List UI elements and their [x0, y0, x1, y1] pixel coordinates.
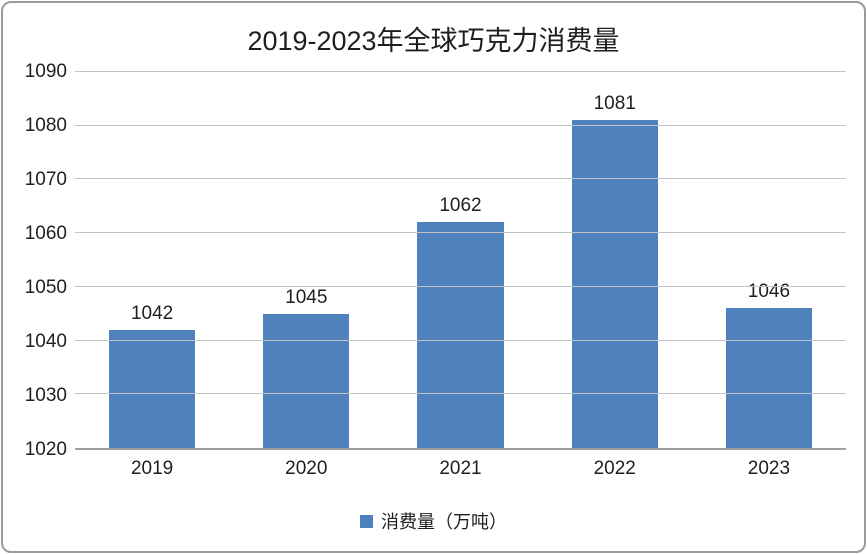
- gridline: [75, 232, 846, 234]
- gridline: [75, 124, 846, 126]
- legend-label: 消费量（万吨）: [381, 512, 507, 532]
- bar-2020[interactable]: 1045: [263, 287, 350, 448]
- y-axis-tick-label: 1070: [24, 169, 67, 190]
- bar-value-label: 1045: [285, 286, 328, 308]
- bar-slot: 1062: [383, 72, 537, 448]
- y-axis-tick-label: 1030: [24, 385, 67, 406]
- legend[interactable]: 消费量（万吨）: [3, 508, 864, 534]
- legend-marker-icon: [360, 514, 373, 528]
- y-axis: 1020 1030 1040 1050 1060 1070 1080 1090: [3, 61, 67, 460]
- bar-value-label: 1046: [747, 281, 791, 303]
- x-axis-tick-label: 2022: [593, 458, 636, 479]
- gridline: [75, 285, 846, 287]
- y-axis-tick-label: 1080: [24, 115, 67, 136]
- y-axis-tick-label: 1090: [24, 61, 67, 82]
- bar-slot: 1046: [692, 72, 846, 448]
- y-axis-tick-label: 1020: [24, 439, 67, 460]
- gridline: [75, 339, 846, 341]
- bar-2021[interactable]: 1062: [417, 195, 504, 448]
- bar-value-label: 1081: [593, 93, 636, 115]
- bar-2019[interactable]: 1042: [108, 303, 196, 448]
- x-axis-tick-label: 2020: [285, 458, 328, 479]
- x-axis-tick-label: 2019: [130, 458, 174, 479]
- y-axis-tick-label: 1040: [24, 331, 67, 352]
- bar-slot: 1042: [75, 72, 229, 448]
- bar-2022[interactable]: 1081: [571, 93, 658, 448]
- gridline: [75, 71, 846, 72]
- gridline: [75, 393, 846, 395]
- bar-value-label: 1042: [130, 302, 174, 324]
- bar-value-label: 1062: [439, 195, 482, 217]
- y-axis-tick-label: 1050: [24, 277, 67, 298]
- x-axis-tick-label: 2021: [439, 458, 482, 479]
- y-axis-tick-label: 1060: [24, 223, 67, 244]
- chart-title: 2019-2023年全球巧克力消费量: [247, 26, 620, 56]
- bar-2023[interactable]: 1046: [725, 281, 813, 448]
- plot-area: 1042 1045 1062 1081 1046: [75, 71, 846, 450]
- gridline: [75, 178, 846, 180]
- bar-slot: 1045: [229, 72, 383, 448]
- x-axis-tick-label: 2023: [747, 458, 791, 479]
- bar-slot: 1081: [538, 72, 692, 448]
- x-axis: 2019 2020 2021 2022 2023: [75, 458, 846, 480]
- bar-series: 1042 1045 1062 1081 1046: [75, 72, 846, 448]
